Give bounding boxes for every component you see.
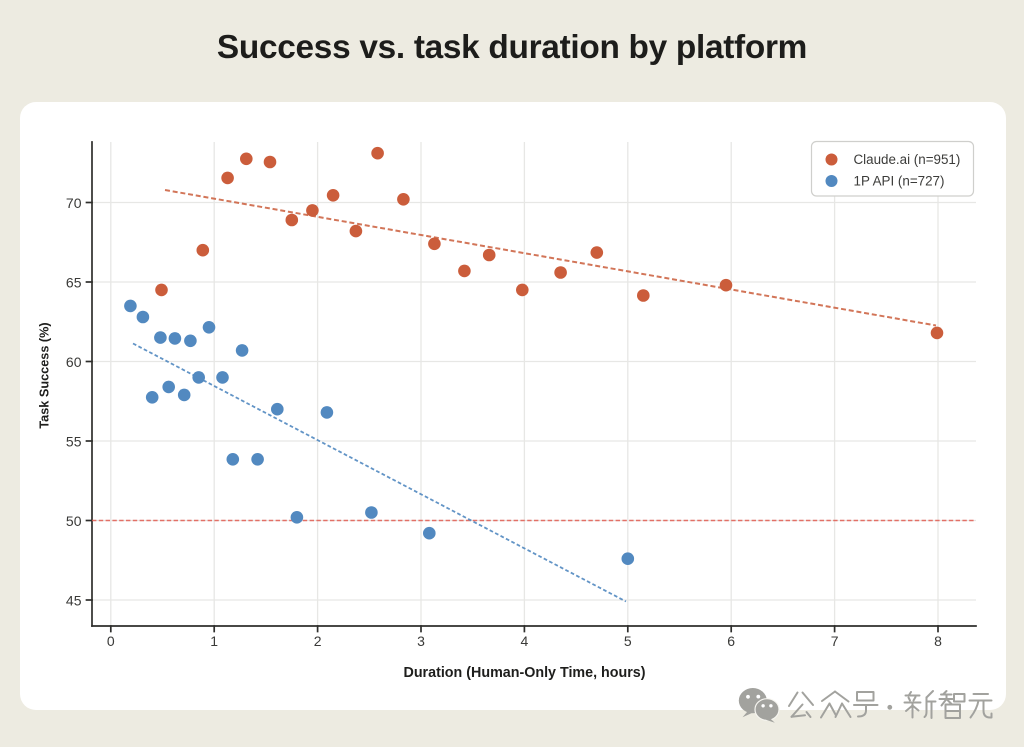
svg-text:70: 70 — [66, 195, 82, 211]
svg-text:4: 4 — [521, 633, 529, 649]
svg-text:Duration (Human-Only Time, hou: Duration (Human-Only Time, hours) — [404, 665, 646, 681]
svg-text:7: 7 — [831, 633, 839, 649]
svg-text:Claude.ai (n=951): Claude.ai (n=951) — [854, 152, 961, 167]
svg-text:45: 45 — [66, 592, 82, 608]
svg-text:8: 8 — [934, 633, 942, 649]
svg-text:60: 60 — [66, 354, 82, 370]
svg-text:1: 1 — [210, 633, 218, 649]
svg-text:1P API (n=727): 1P API (n=727) — [854, 174, 945, 189]
svg-text:0: 0 — [107, 633, 115, 649]
svg-text:3: 3 — [417, 633, 425, 649]
svg-text:Task Success (%): Task Success (%) — [38, 322, 52, 428]
svg-text:2: 2 — [314, 633, 322, 649]
svg-text:Success vs. task duration by p: Success vs. task duration by platform — [217, 29, 807, 66]
svg-text:55: 55 — [66, 433, 82, 449]
svg-text:50: 50 — [66, 513, 82, 529]
svg-text:5: 5 — [624, 633, 632, 649]
svg-text:65: 65 — [66, 274, 82, 290]
svg-text:6: 6 — [727, 633, 735, 649]
